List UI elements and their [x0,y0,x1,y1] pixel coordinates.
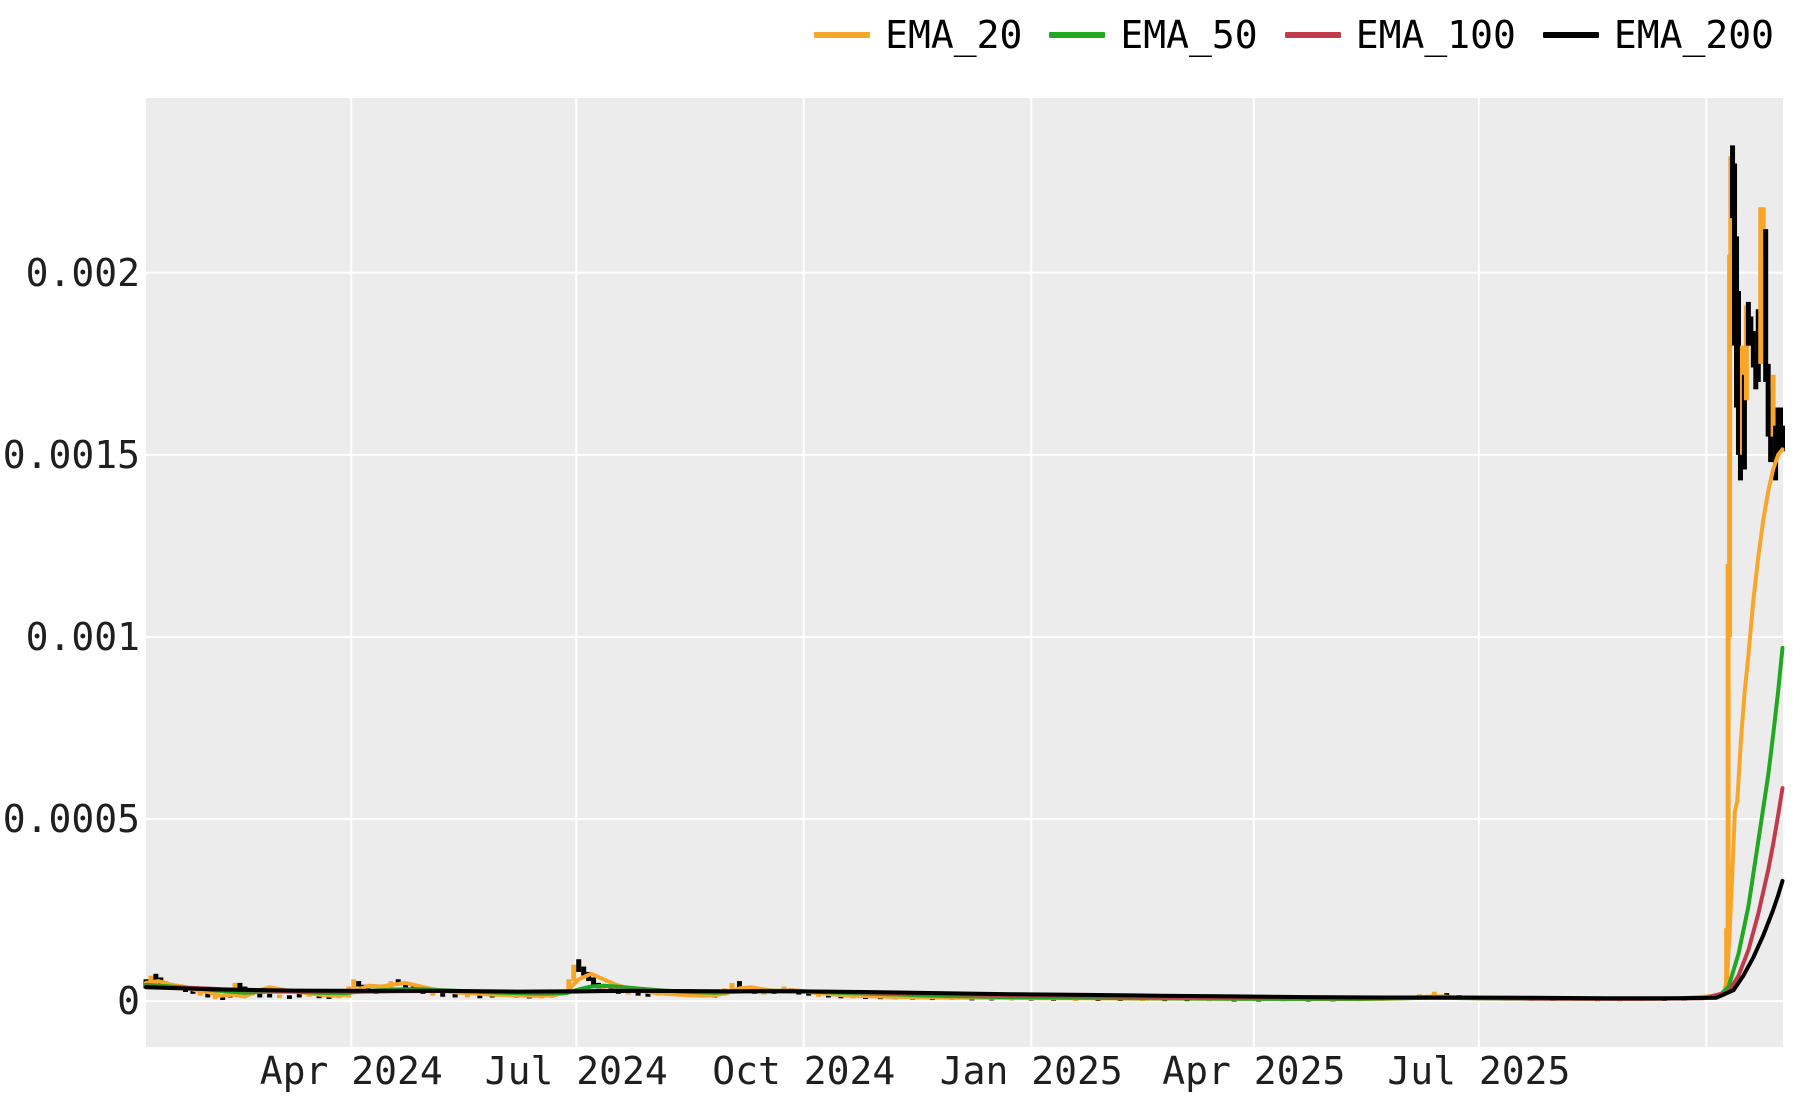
x-tick-label: Jan 2025 [939,1049,1123,1093]
x-tick-label: Apr 2025 [1162,1049,1346,1093]
y-tick-label: 0.0005 [2,797,140,842]
y-tick-label: 0.0015 [2,432,140,477]
y-tick-label: 0.001 [25,614,140,659]
x-tick-label: Jul 2024 [484,1049,668,1093]
ema-200-line [144,878,1785,1001]
plot-background [146,98,1783,1047]
y-tick-label: 0 [117,979,140,1024]
legend-item-ema-20: EMA_20 [814,16,1022,54]
ema-200-line-swatch [1542,32,1599,38]
chart-legend: EMA_20 EMA_50 EMA_100 EMA_200 [814,16,1774,54]
x-tick-label: Apr 2024 [259,1049,443,1093]
ema-100-line-swatch [1284,32,1341,38]
legend-item-ema-100: EMA_100 [1284,13,1516,57]
y-tick-label: 0.002 [25,250,140,295]
x-tick-label: Oct 2024 [712,1049,896,1093]
x-tick-label: Jul 2025 [1387,1049,1571,1093]
legend-label-ema-50: EMA_50 [1120,13,1258,57]
legend-label-ema-100: EMA_100 [1355,13,1516,57]
legend-item-ema-200: EMA_200 [1542,13,1774,57]
ema-20-line-swatch [814,32,871,38]
legend-item-ema-50: EMA_50 [1049,13,1258,57]
legend-label-ema-20: EMA_20 [885,13,1023,57]
ema-50-line-swatch [1049,32,1106,38]
legend-label-ema-200: EMA_200 [1613,13,1774,57]
